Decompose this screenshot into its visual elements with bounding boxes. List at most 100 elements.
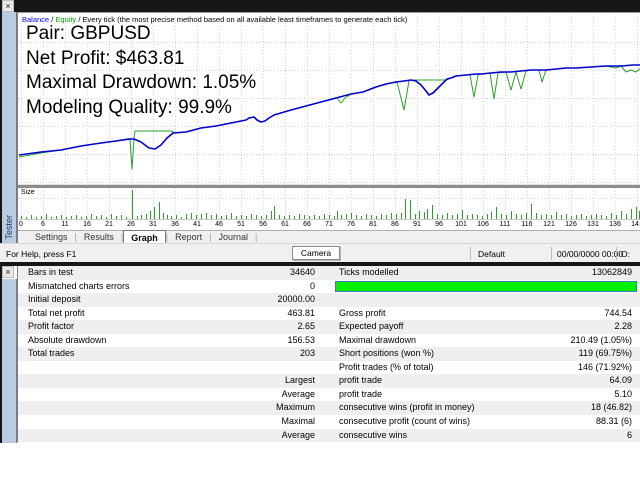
x-axis-tick: 0 [19,221,23,228]
x-axis-tick: 141 [631,221,640,228]
tab-separator: | [120,232,124,242]
x-axis-tick: 81 [369,221,377,228]
report-value: 13062849 [591,267,632,277]
report-label: profit trade [339,388,383,399]
tester-dock-strip[interactable]: Tester [2,12,17,243]
left-border-edge [0,0,2,443]
report-row: Largest profit trade 64.09 [18,374,640,388]
report-row: Mismatched charts errors 0 [18,279,640,294]
status-separator [551,247,552,260]
report-value: 146 (71.92%) [577,361,632,372]
chart-legend: Balance / Equity / Every tick (the most … [22,15,407,24]
close-icon[interactable]: × [2,266,14,278]
report-label: Maximal drawdown [339,334,417,345]
tab-separator: | [74,232,77,242]
size-panel-label: Size [21,189,35,196]
report-label: consecutive profit (count of wins) [339,416,471,427]
tab-report[interactable]: Report [175,232,203,242]
tab-separator: | [209,232,212,242]
tester-tabs: Settings | Results | Graph | Report | Journal | [18,230,640,244]
balance-line [19,64,640,156]
report-value: 2.65 [297,321,315,332]
report-dock-strip[interactable] [2,279,17,443]
tab-separator: | [165,232,169,242]
report-row: Total net profit 463.81 Gross profit 744.54 [18,306,640,321]
report-value: Maximal [281,416,315,427]
report-value: 744.54 [604,307,632,318]
report-value: 156.53 [287,334,315,345]
top-border-bar [0,0,640,12]
report-label: Mismatched charts errors [28,280,130,291]
balance-equity-chart[interactable]: Balance / Equity / Every tick (the most … [19,14,640,184]
tester-graph-panel[interactable]: Balance / Equity / Every tick (the most … [17,12,640,244]
report-value: 88.31 (6) [595,416,632,427]
report-row: Profit factor 2.65 Expected payoff 2.28 [18,320,640,334]
x-axis-tick: 36 [171,221,179,228]
x-axis-tick: 111 [499,221,511,228]
report-value: Maximum [275,402,315,413]
x-axis-tick: 131 [587,221,599,228]
report-value: 210.49 (1.05%) [570,334,632,345]
report-value: 2.28 [614,321,632,332]
report-label: Bars in test [28,267,74,277]
x-axis-tick: 66 [303,221,311,228]
tab-results[interactable]: Results [83,232,114,242]
report-value: 18 (46.82) [590,402,632,413]
chart-grid [19,14,640,184]
status-separator [470,247,471,260]
report-row: Bars in test 34640 Ticks modelled 13062849 [18,266,640,280]
report-label: Gross profit [339,307,386,318]
x-axis-tick: 91 [413,221,421,228]
close-icon[interactable]: × [2,0,14,12]
report-value: 119 (69.75%) [578,348,632,359]
report-value: Average [281,388,315,399]
x-axis-tick: 6 [41,221,45,228]
legend-separator: / [51,15,54,24]
x-axis-tick: 16 [83,221,91,228]
x-axis-tick: 101 [455,221,467,228]
camera-button[interactable]: Camera [292,246,340,260]
report-label: Total trades [28,348,75,359]
profile-selector[interactable]: Default [478,249,505,259]
chart-splitter[interactable] [18,184,640,188]
status-datetime: 00/00/0000 00:00 [557,249,624,259]
report-label: Profit factor [28,321,75,332]
legend-separator: / [78,15,81,24]
report-value: Largest [284,375,315,386]
report-label: Absolute drawdown [28,334,107,345]
tab-separator: | [254,232,258,242]
tab-graph[interactable]: Graph [123,230,166,244]
tab-settings[interactable]: Settings [35,232,68,242]
overlay-pair: Pair: GBPUSD [26,23,151,44]
report-value: 6 [626,429,632,440]
report-label: Ticks modelled [339,267,399,277]
report-row: Average consecutive wins 6 [18,428,640,443]
report-row: Total trades 203 Short positions (won %) 11… [18,347,640,361]
x-axis-tick: 106 [477,221,489,228]
x-axis-tick: 86 [391,221,399,228]
report-label: profit trade [339,375,383,386]
x-axis-tick: 11 [61,221,69,228]
report-value: 34640 [289,267,315,277]
backtest-report-table: Bars in test 34640 Ticks modelled 13062849 M… [17,266,640,443]
report-label: Profit trades (% of total) [339,361,434,372]
x-axis-labels: 0 6 11 16 21 26 31 36 41 46 51 56 61 66 71 76 81 86 91 96 10… [19,219,640,230]
panel-divider [0,262,640,266]
x-axis-tick: 51 [237,221,245,228]
report-label: Initial deposit [28,294,81,305]
x-axis-tick: 121 [543,221,555,228]
legend-balance: Balance [22,15,50,24]
status-separator [616,247,617,260]
x-axis-tick: 136 [609,221,621,228]
x-axis-tick: 31 [149,221,157,228]
overlay-max-drawdown: Maximal Drawdown: 1.05% [26,72,257,93]
overlay-net-profit: Net Profit: $463.81 [26,47,185,69]
report-row: Maximal consecutive profit (count of wins… [18,415,640,429]
report-value: Average [281,429,315,440]
overlay-modeling-quality: Modeling Quality: 99.9% [26,96,232,118]
report-row: Profit trades (% of total) 146 (71.92%) [18,360,640,375]
legend-equity: Equity [55,15,77,24]
x-axis-tick: 41 [193,221,201,228]
tab-journal[interactable]: Journal [218,232,248,242]
